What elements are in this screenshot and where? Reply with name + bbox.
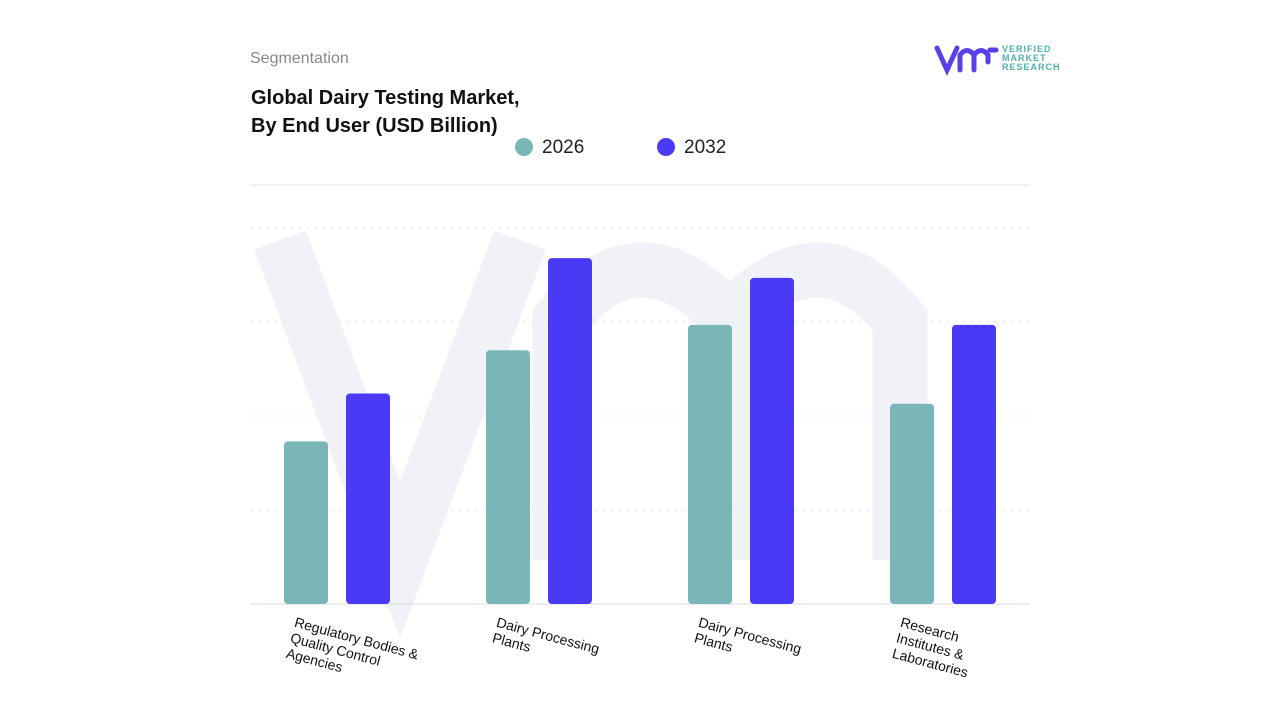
- bar: [688, 324, 732, 604]
- legend-swatch: [657, 138, 675, 156]
- chart-title: Global Dairy Testing Market, By End User…: [251, 87, 520, 137]
- bar: [346, 393, 390, 604]
- legend-label: 2032: [684, 137, 726, 158]
- bar: [548, 258, 592, 604]
- bar: [952, 324, 996, 604]
- logo-mark: [934, 45, 999, 77]
- bar: [486, 350, 530, 604]
- legend-label: 2026: [542, 137, 584, 158]
- logo-text: VERIFIED MARKET RESEARCH: [1002, 44, 1061, 72]
- bar: [750, 277, 794, 604]
- section-label: Segmentation: [250, 50, 349, 67]
- bar: [284, 441, 328, 604]
- legend-swatch: [515, 138, 533, 156]
- bar: [890, 403, 934, 604]
